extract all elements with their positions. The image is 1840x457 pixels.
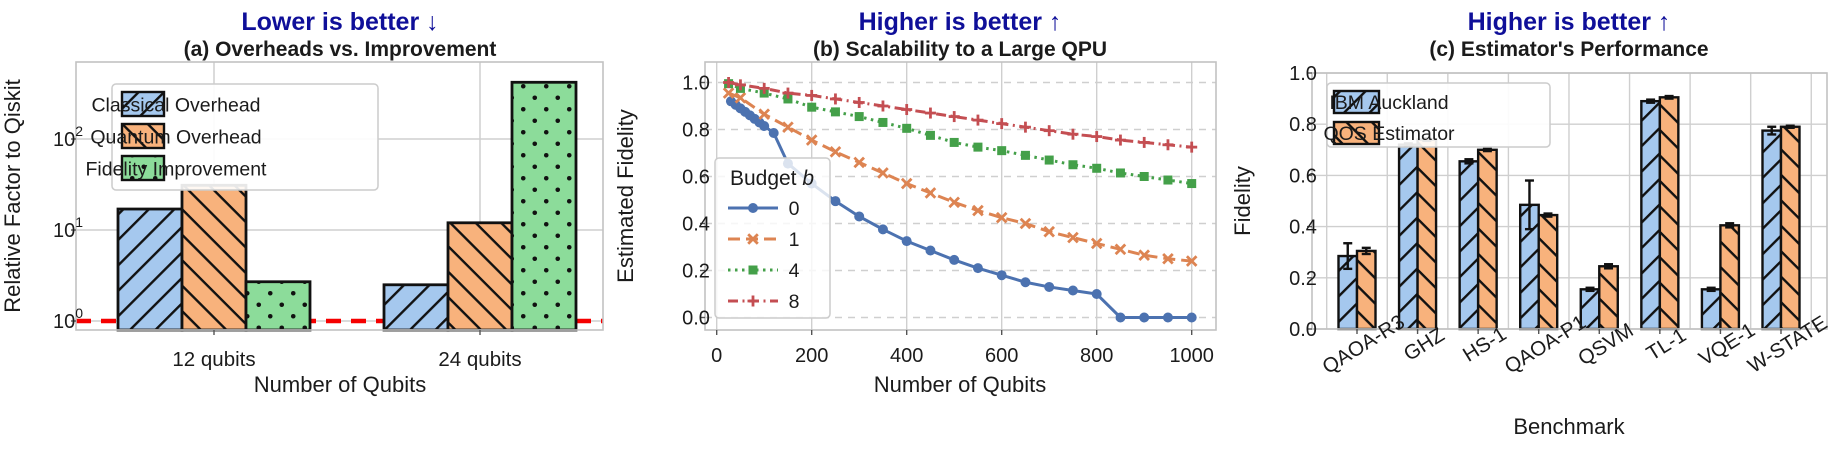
panel-b: Higher is better ↑ (b) Scalability to a … [613,0,1226,457]
panel-b-ylabel: Estimated Fidelity [613,109,638,283]
svg-text:QOS Estimator: QOS Estimator [1323,123,1455,145]
svg-text:0.4: 0.4 [682,214,710,236]
svg-text:8: 8 [789,291,800,313]
svg-text:400: 400 [890,345,923,367]
svg-text:4: 4 [789,260,800,282]
panel-b-suptitle: Higher is better ↑ [859,8,1062,36]
svg-text:0.2: 0.2 [682,261,710,283]
svg-text:24 qubits: 24 qubits [438,348,521,371]
panel-b-xlabel: Number of Qubits [874,372,1046,397]
svg-text:101: 101 [53,214,83,242]
panel-a: Lower is better ↓ (a) Overheads vs. Impr… [0,0,613,457]
panel-a-xlabel: Number of Qubits [254,372,426,397]
svg-text:0.0: 0.0 [1289,319,1317,341]
panel-c-suptitle: Higher is better ↑ [1468,8,1671,36]
svg-text:0: 0 [711,345,722,367]
series [722,77,1198,323]
svg-text:Budget b: Budget b [730,167,814,190]
svg-text:IBM Auckland: IBM Auckland [1329,92,1448,114]
svg-text:800: 800 [1080,345,1113,367]
svg-text:Classical Overhead: Classical Overhead [91,95,260,117]
svg-text:600: 600 [985,345,1018,367]
svg-text:1.0: 1.0 [1289,63,1317,85]
panel-c: Higher is better ↑ (c) Estimator's Perfo… [1226,0,1840,457]
legend: Budget b 0 1 4 8 [714,157,831,319]
panel-a-suptitle: Lower is better ↓ [241,8,438,36]
panel-c-xlabel: Benchmark [1513,414,1625,439]
svg-text:0.2: 0.2 [1289,268,1317,290]
svg-text:1: 1 [789,229,800,251]
svg-text:0.0: 0.0 [682,308,710,330]
svg-text:0.8: 0.8 [1289,114,1317,136]
panel-c-ylabel: Fidelity [1230,166,1255,236]
panel-c-title: (c) Estimator's Performance [1429,38,1708,61]
panel-b-chart: Higher is better ↑ (b) Scalability to a … [613,8,1217,397]
panel-b-title: (b) Scalability to a Large QPU [813,38,1107,61]
panel-b-plot-area: 0 200 400 600 800 1000 0.0 0.2 0.4 0.6 0.8 1.0 Budge… [682,61,1217,367]
svg-text:12 qubits: 12 qubits [172,348,255,371]
svg-text:100: 100 [53,305,83,333]
svg-text:0.8: 0.8 [682,120,710,142]
legend: IBM Auckland QOS Estimator [1323,82,1551,148]
panel-a-ylabel: Relative Factor to Qiskit [0,79,25,313]
panel-a-plot-area: 100 101 102 12 qubits 24 qubits Classical Ove… [53,61,604,371]
svg-text:0.4: 0.4 [1289,217,1317,239]
svg-text:Quantum Overhead: Quantum Overhead [90,127,261,149]
svg-text:200: 200 [795,345,828,367]
legend: Classical Overhead Quantum Overhead Fideli… [86,83,379,191]
svg-text:0.6: 0.6 [1289,165,1317,187]
svg-text:102: 102 [53,123,83,151]
svg-text:0: 0 [789,198,800,220]
line-budget-1 [728,91,1192,263]
svg-text:0.6: 0.6 [682,167,710,189]
panel-a-chart: Lower is better ↓ (a) Overheads vs. Impr… [0,8,604,397]
line-budget-8 [728,81,1192,149]
svg-text:Fidelity Improvement: Fidelity Improvement [86,159,268,181]
bar-groups [1337,94,1801,331]
svg-text:1000: 1000 [1169,345,1214,367]
bar-groups [116,80,578,332]
svg-text:1.0: 1.0 [682,73,710,95]
panel-c-chart: Higher is better ↑ (c) Estimator's Perfo… [1230,8,1831,439]
panel-a-title: (a) Overheads vs. Improvement [184,38,497,61]
